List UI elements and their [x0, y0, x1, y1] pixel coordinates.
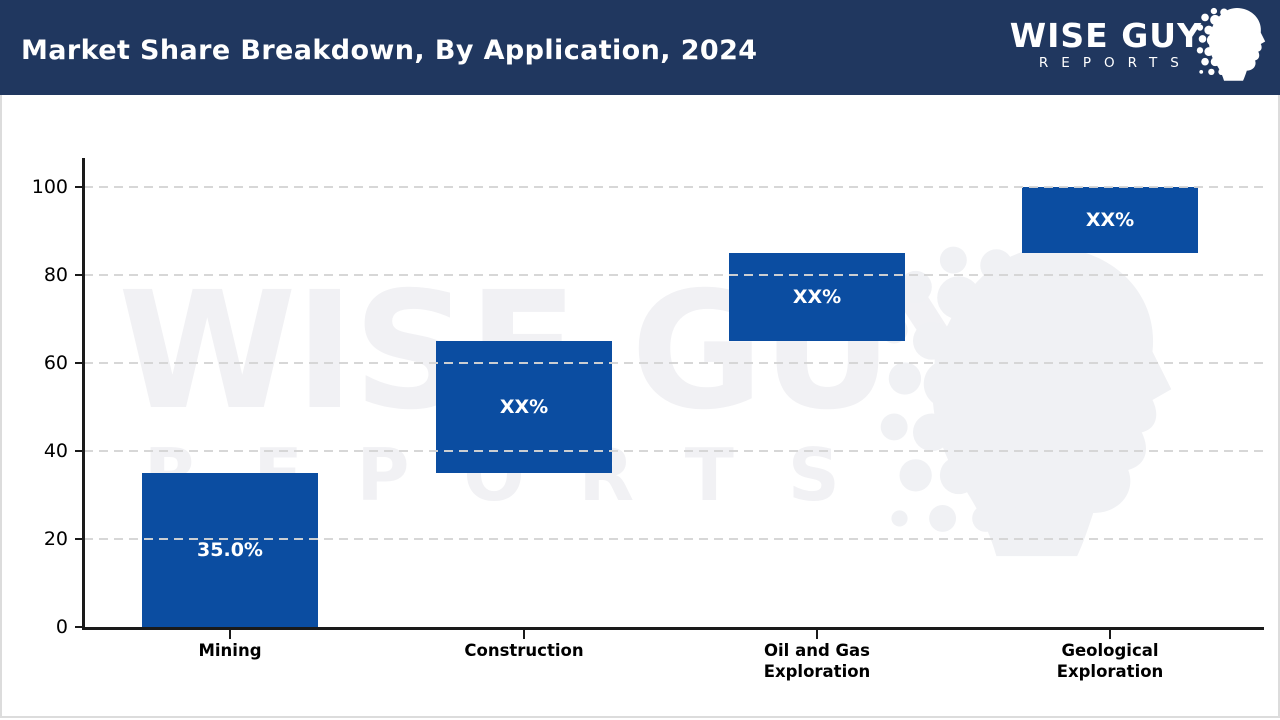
- bar-value-label-mining: 35.0%: [197, 539, 263, 561]
- gridline: [84, 362, 1264, 364]
- y-tick-label: 60: [43, 352, 68, 374]
- x-category-label: Mining: [198, 641, 262, 660]
- y-tick-mark: [75, 274, 84, 276]
- y-tick-label: 80: [43, 264, 68, 286]
- brand-logo-wise-guy: WISE GUY: [1009, 16, 1202, 55]
- gridline: [84, 274, 1264, 276]
- y-tick-mark: [75, 626, 84, 628]
- y-tick-label: 40: [43, 440, 68, 462]
- brand-logo-reports: REPORTS: [1038, 55, 1192, 71]
- bar-mining: [142, 473, 318, 627]
- x-tick-mark: [1109, 630, 1111, 639]
- x-category-label: Geological Exploration: [1056, 641, 1164, 681]
- bar-value-label-construction: XX%: [499, 396, 549, 418]
- y-tick-label: 20: [43, 528, 68, 550]
- page-border-left: [0, 95, 2, 717]
- page-border-bottom: [0, 716, 1280, 718]
- y-tick-mark: [75, 450, 84, 452]
- bar-value-label-geological-exploration: XX%: [1085, 209, 1135, 231]
- x-category-label: Oil and Gas Exploration: [763, 641, 871, 681]
- brand-head-icon: [1196, 7, 1266, 81]
- gridline: [84, 538, 1264, 540]
- bar-geological-exploration: [1022, 187, 1198, 253]
- brand-logo: WISE GUY REPORTS: [1010, 6, 1266, 82]
- x-category-label: Construction: [464, 641, 584, 660]
- page-title: Market Share Breakdown, By Application, …: [21, 35, 758, 66]
- y-tick-label: 100: [31, 176, 68, 198]
- bar-oil-and-gas-exploration: [729, 253, 905, 341]
- x-tick-mark: [816, 630, 818, 639]
- brand-logo-text: WISE GUY REPORTS: [1009, 16, 1202, 72]
- y-tick-mark: [75, 186, 84, 188]
- y-tick-mark: [75, 362, 84, 364]
- x-tick-mark: [523, 630, 525, 639]
- y-tick-mark: [75, 538, 84, 540]
- gridline: [84, 450, 1264, 452]
- x-tick-mark: [229, 630, 231, 639]
- background-watermark-head-icon: [878, 232, 1174, 568]
- x-axis-line: [82, 627, 1264, 630]
- page-border-right: [1278, 95, 1280, 717]
- header-bar: Market Share Breakdown, By Application, …: [0, 0, 1280, 95]
- bar-value-label-oil-and-gas-exploration: XX%: [792, 286, 842, 308]
- y-axis-line: [82, 158, 85, 630]
- y-tick-label: 0: [55, 616, 68, 638]
- gridline: [84, 186, 1264, 188]
